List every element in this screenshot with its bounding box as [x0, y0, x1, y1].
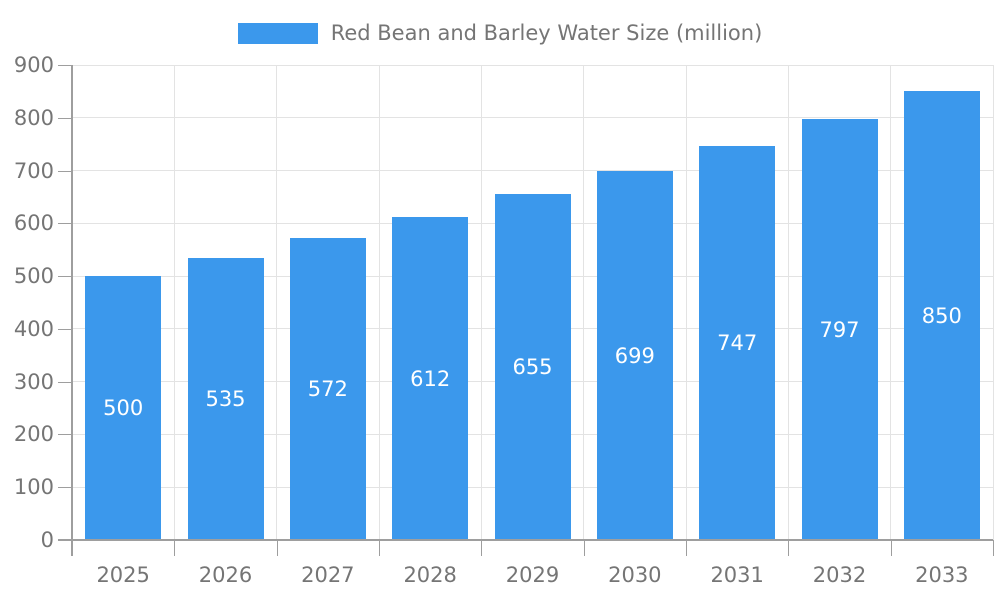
- bar-2025: 500: [85, 276, 162, 540]
- gridline-vertical: [480, 65, 482, 540]
- y-axis-tick: [58, 170, 72, 172]
- bar-value-label: 535: [205, 386, 246, 411]
- legend-swatch: [237, 22, 318, 44]
- x-axis-tick-label: 2033: [915, 563, 969, 587]
- bar-value-label: 699: [614, 343, 655, 368]
- x-axis-tick: [379, 540, 380, 556]
- x-axis-tick-label: 2031: [710, 563, 764, 587]
- gridline-horizontal: [72, 117, 993, 119]
- bar-value-label: 850: [921, 303, 962, 328]
- gridline-vertical: [583, 65, 585, 540]
- y-axis-tick-label: 0: [40, 528, 54, 552]
- bar-2026: 535: [187, 257, 264, 540]
- legend-label: Red Bean and Barley Water Size (million): [330, 21, 763, 45]
- bar-2029: 655: [494, 194, 571, 540]
- x-axis-tick: [993, 540, 994, 556]
- x-axis-tick-label: 2026: [198, 563, 253, 587]
- legend: Red Bean and Barley Water Size (million): [0, 20, 1000, 46]
- x-axis-tick-label: 2027: [301, 563, 355, 587]
- bar-2030: 699: [596, 171, 673, 540]
- gridline-vertical: [890, 65, 892, 540]
- y-axis-tick-label: 100: [13, 475, 54, 500]
- x-axis-tick-label: 2030: [608, 563, 662, 587]
- y-axis-tick-label: 800: [13, 105, 54, 130]
- plot-area: 500 535 572 612 655 699 747 797 850: [72, 64, 994, 540]
- x-axis-tick-label: 2028: [403, 563, 457, 587]
- y-axis-tick-label: 400: [13, 316, 54, 341]
- y-axis-tick: [58, 487, 72, 489]
- y-axis-tick: [58, 434, 72, 436]
- bar-value-label: 797: [819, 317, 860, 342]
- y-axis-tick: [58, 117, 72, 119]
- bar-value-label: 572: [307, 377, 348, 402]
- x-axis-tick: [686, 540, 687, 556]
- y-axis-tick: [58, 276, 72, 278]
- bar-2027: 572: [289, 238, 366, 540]
- gridline-vertical: [787, 65, 789, 540]
- y-axis-tick-label: 200: [13, 422, 54, 447]
- bar-2033: 850: [903, 91, 980, 540]
- x-axis-tick-label: 2025: [96, 563, 150, 587]
- bar-value-label: 655: [512, 355, 553, 380]
- x-axis-tick: [276, 540, 278, 556]
- x-axis-tick-label: 2032: [812, 563, 867, 587]
- x-axis-tick-label: 2029: [505, 563, 560, 587]
- bar-2032: 797: [801, 119, 878, 540]
- y-axis-tick: [58, 328, 72, 330]
- gridline-horizontal: [72, 64, 993, 66]
- y-axis-tick-label: 500: [13, 264, 54, 289]
- x-axis-tick: [788, 540, 790, 556]
- gridline-vertical: [173, 65, 175, 540]
- y-axis-line: [71, 65, 73, 556]
- gridline-vertical: [992, 65, 994, 540]
- gridline-vertical: [276, 65, 278, 540]
- y-axis-tick-label: 300: [13, 369, 54, 394]
- y-axis-tick-label: 900: [13, 53, 54, 77]
- y-axis-tick-label: 600: [13, 211, 54, 236]
- x-axis-tick: [174, 540, 176, 556]
- x-axis-tick: [890, 540, 892, 556]
- y-axis-tick-label: 700: [13, 158, 54, 183]
- bar-2028: 612: [392, 217, 469, 540]
- bar-value-label: 500: [103, 396, 144, 421]
- gridline-horizontal: [72, 170, 993, 172]
- y-axis-tick: [58, 65, 72, 66]
- bar-value-label: 612: [410, 366, 451, 391]
- gridline-vertical: [685, 65, 687, 540]
- y-axis-tick: [58, 381, 72, 383]
- bar-2031: 747: [699, 145, 776, 540]
- bar-value-label: 747: [717, 330, 758, 355]
- gridline-vertical: [378, 65, 380, 540]
- y-axis-tick: [58, 223, 72, 225]
- x-axis-line: [58, 539, 993, 541]
- x-axis-tick: [583, 540, 585, 556]
- x-axis-tick: [481, 540, 483, 556]
